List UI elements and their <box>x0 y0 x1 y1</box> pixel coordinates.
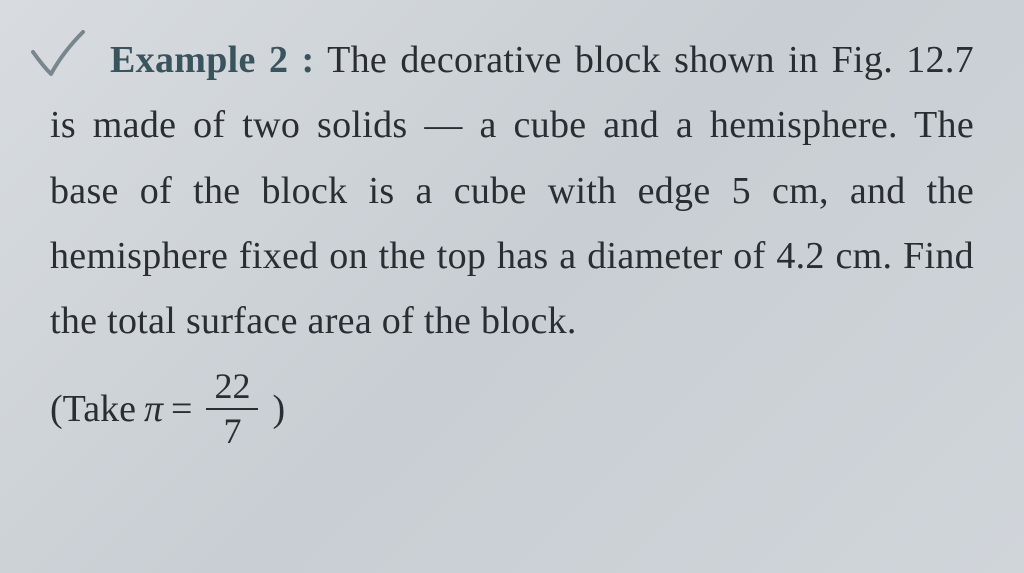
pi-instruction: (Take π = 22 7 ) <box>50 367 974 452</box>
pi-symbol: π <box>144 387 163 431</box>
equals-sign: = <box>171 387 192 431</box>
fraction-22-7: 22 7 <box>206 367 258 452</box>
checkmark-icon <box>25 24 90 84</box>
page-container: Example 2 : The decorative block shown i… <box>0 0 1024 472</box>
problem-body: The decorative block shown in Fig. 12.7 … <box>50 39 974 342</box>
take-suffix: ) <box>272 387 285 431</box>
example-label: Example 2 : <box>110 39 315 81</box>
fraction-numerator: 22 <box>206 367 258 411</box>
fraction-denominator: 7 <box>215 410 249 452</box>
take-prefix: (Take <box>50 387 136 431</box>
problem-paragraph: Example 2 : The decorative block shown i… <box>50 28 974 355</box>
